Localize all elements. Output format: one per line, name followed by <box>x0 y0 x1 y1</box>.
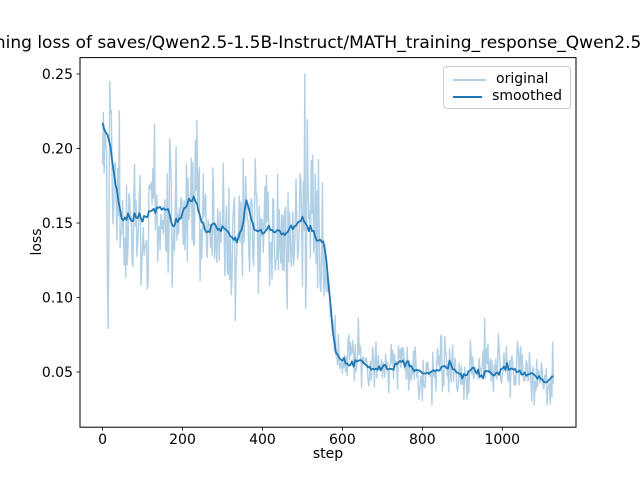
legend-label-smoothed: smoothed <box>492 88 562 104</box>
x-tick-label: 600 <box>329 432 356 448</box>
plot-frame <box>79 57 577 428</box>
smoothed-line <box>101 122 554 384</box>
legend-box: original smoothed <box>443 66 571 109</box>
x-tick-label: 1000 <box>484 432 520 448</box>
y-tick-label: 0.15 <box>42 216 73 232</box>
y-axis: 0.05 0.10 0.15 0.20 0.25 <box>42 67 80 381</box>
x-tick-label: 800 <box>409 432 436 448</box>
original-line <box>101 73 555 406</box>
x-axis-label: step <box>312 446 344 462</box>
x-tick-label: 200 <box>169 432 196 448</box>
chart-title: ining loss of saves/Qwen2.5-1.5B-Instruc… <box>0 33 640 53</box>
y-axis-label: loss <box>29 228 45 256</box>
smoothed-line-swatch <box>453 95 483 98</box>
x-tick-label: 0 <box>98 432 107 448</box>
y-tick-label: 0.05 <box>42 365 73 381</box>
x-tick-label: 400 <box>249 432 276 448</box>
legend-entry-smoothed: smoothed <box>453 88 562 105</box>
y-tick-label: 0.25 <box>42 67 73 83</box>
legend-label-original: original <box>496 71 549 87</box>
y-tick-label: 0.10 <box>42 291 73 307</box>
x-axis: 0 200 400 600 800 1000 <box>98 427 520 448</box>
legend-entry-original: original <box>453 71 562 88</box>
original-line-swatch <box>453 78 486 81</box>
y-tick-label: 0.20 <box>42 142 73 158</box>
